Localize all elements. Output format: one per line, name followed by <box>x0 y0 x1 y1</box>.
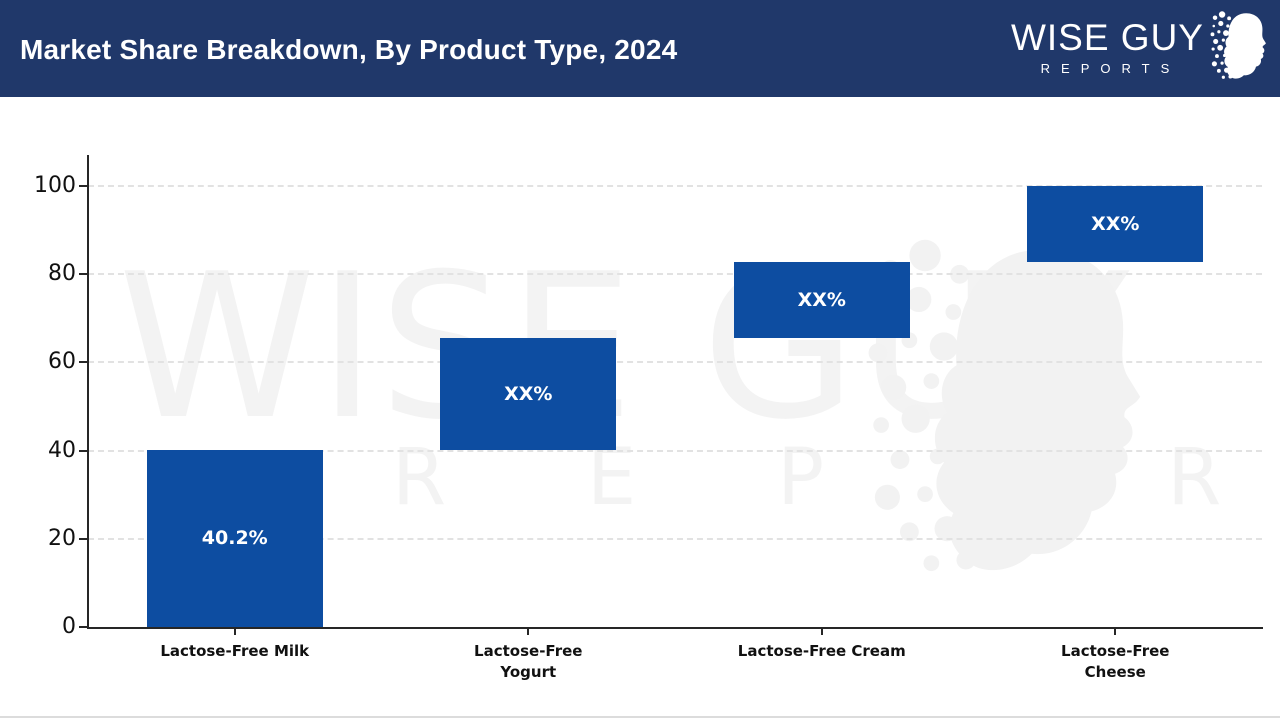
y-tick-label: 20 <box>48 525 76 551</box>
gridline <box>88 273 1262 276</box>
bar-value-label: XX% <box>1091 213 1140 236</box>
bar: XX% <box>1027 186 1204 263</box>
x-tick-mark <box>233 627 236 635</box>
wise-guy-reports-logo: WISE GUY REPORTS <box>1011 8 1272 85</box>
x-category-label: Lactose-Free Cream <box>737 642 906 660</box>
bar: XX% <box>733 262 910 338</box>
gridline <box>88 449 1262 452</box>
x-tick-mark <box>1114 627 1117 635</box>
bar-value-label: 40.2% <box>201 527 268 550</box>
y-tick-label: 80 <box>48 261 76 287</box>
x-category-label: Lactose-Free Milk <box>160 642 310 660</box>
y-tick-mark <box>79 185 87 187</box>
header-band: Market Share Breakdown, By Product Type,… <box>0 0 1280 97</box>
bar-value-label: XX% <box>797 288 846 311</box>
y-tick-label: 0 <box>62 614 76 639</box>
logo-wordmark: WISE GUY <box>1010 16 1204 58</box>
y-tick-mark <box>79 273 87 276</box>
y-axis-line <box>87 155 89 629</box>
x-axis-line <box>87 627 1263 629</box>
footer-hairline <box>0 716 1280 718</box>
gridline <box>88 361 1262 364</box>
y-tick-mark <box>79 449 87 452</box>
bar: XX% <box>440 337 617 450</box>
gridline <box>88 537 1262 540</box>
x-tick-mark <box>527 627 530 635</box>
bar: 40.2% <box>146 449 323 627</box>
bar-value-label: XX% <box>504 382 553 405</box>
y-tick-label: 60 <box>48 349 76 375</box>
y-tick-label: 40 <box>48 437 76 463</box>
page-title: Market Share Breakdown, By Product Type,… <box>20 34 678 65</box>
y-tick-label: 100 <box>34 173 76 198</box>
y-tick-mark <box>79 626 87 628</box>
y-tick-mark <box>79 361 87 364</box>
x-tick-mark <box>820 627 823 635</box>
dotted-face-icon <box>1210 11 1266 79</box>
x-category-label: Lactose-Free Yogurt <box>474 642 583 681</box>
logo-wordmark-block: WISE GUY REPORTS <box>1010 16 1204 76</box>
x-category-label: Lactose-Free Cheese <box>1061 642 1170 681</box>
logo-subtext: REPORTS <box>1040 60 1181 76</box>
gridline <box>88 185 1262 187</box>
y-tick-mark <box>79 537 87 540</box>
